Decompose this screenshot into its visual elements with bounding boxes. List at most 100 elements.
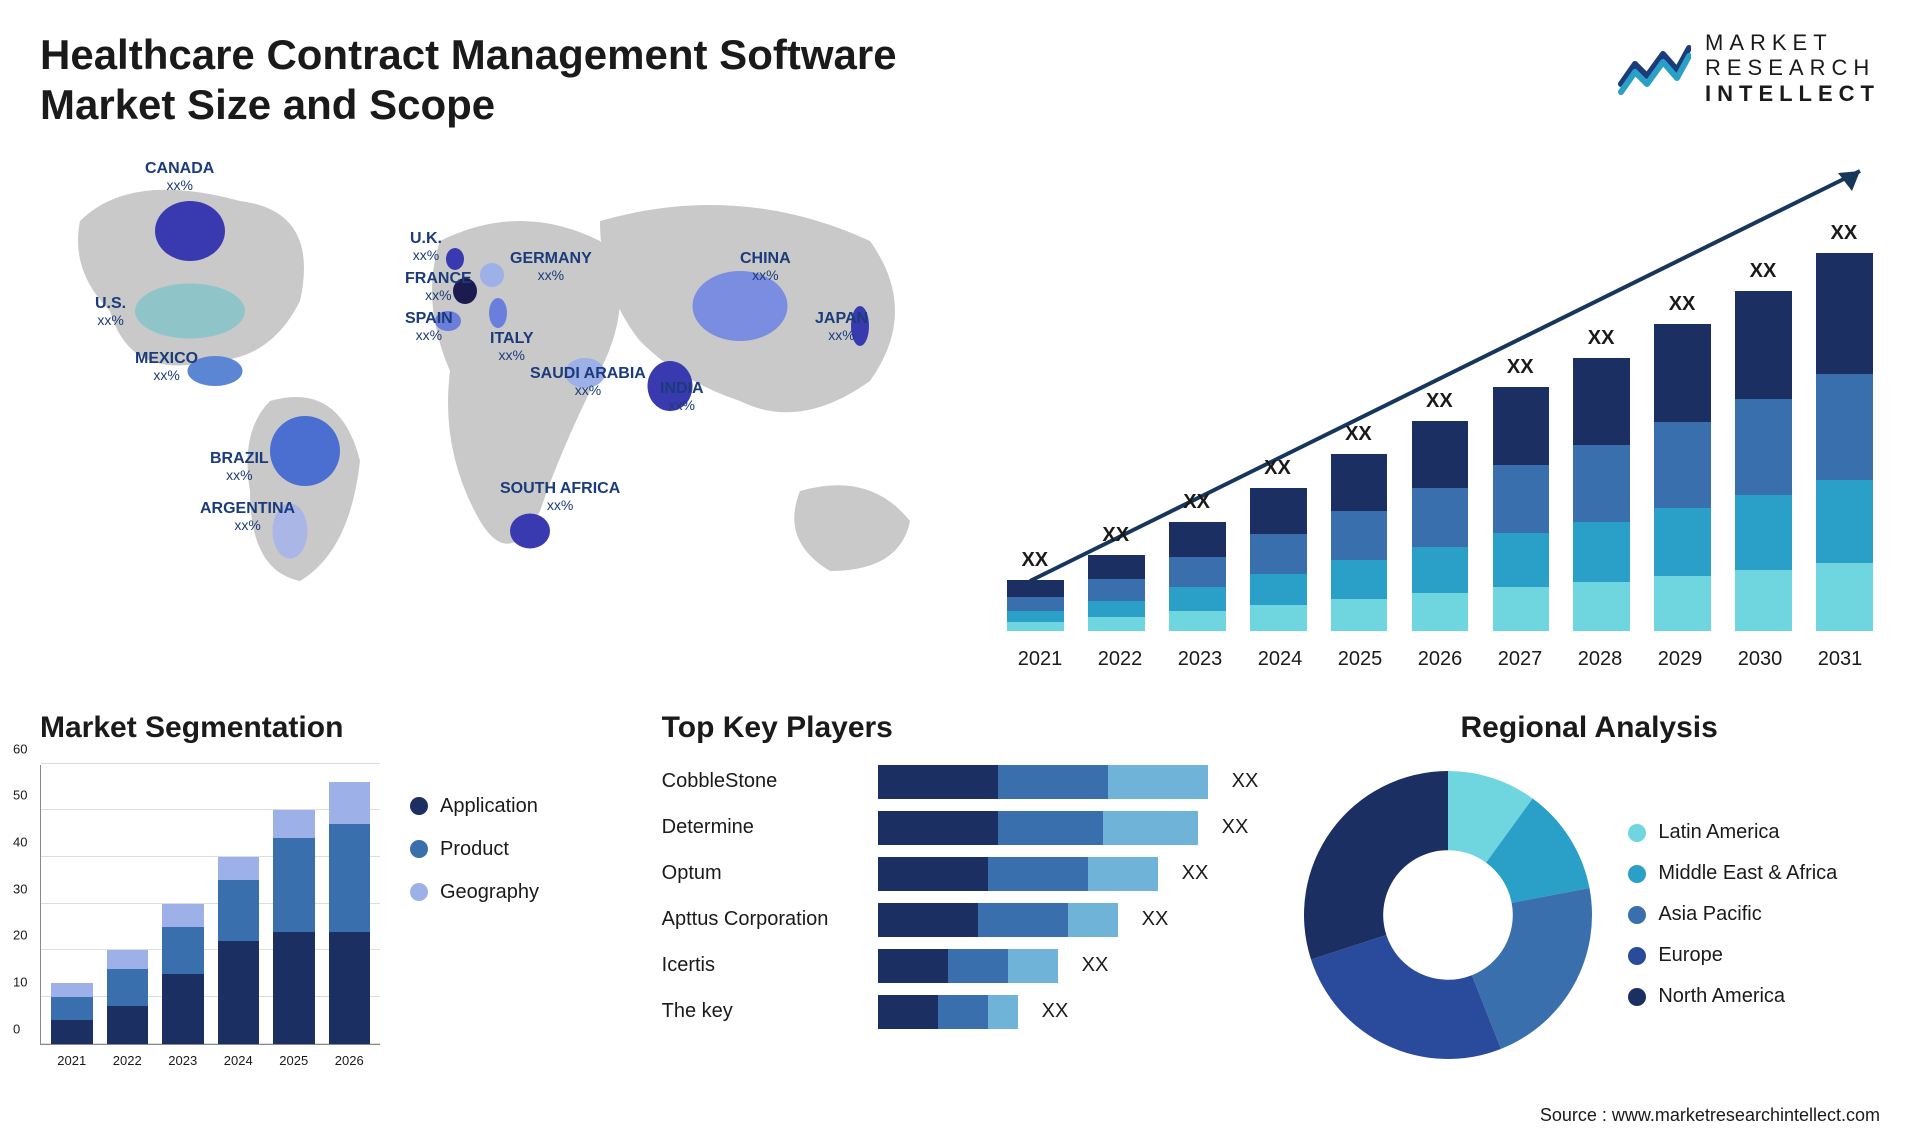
legend-swatch-icon — [410, 840, 428, 858]
forecast-bar-segment — [1331, 511, 1388, 560]
forecast-bar-value: XX — [1183, 491, 1210, 514]
map-label-u-k-: U.K.xx% — [410, 231, 442, 262]
segmentation-legend-item: Product — [410, 838, 539, 861]
segmentation-bar-segment — [162, 927, 204, 974]
donut-slice — [1311, 935, 1501, 1059]
legend-label: Latin America — [1658, 821, 1779, 844]
forecast-x-label: 2022 — [1080, 648, 1160, 671]
key-player-bar-segment — [878, 857, 988, 891]
regional-title: Regional Analysis — [1298, 711, 1880, 745]
world-map: CANADAxx%U.S.xx%MEXICOxx%BRAZILxx%ARGENT… — [40, 151, 960, 671]
key-player-name: Determine — [662, 816, 862, 839]
forecast-x-label: 2031 — [1800, 648, 1880, 671]
regional-donut-chart — [1298, 765, 1598, 1065]
key-player-name: Icertis — [662, 954, 862, 977]
regional-legend: Latin America Middle East & Africa Asia Pa… — [1628, 821, 1837, 1008]
map-label-france: FRANCExx% — [405, 271, 472, 302]
segmentation-y-tick: 0 — [13, 1021, 20, 1036]
regional-legend-item: Latin America — [1628, 821, 1837, 844]
logo-mark-icon — [1617, 40, 1691, 96]
key-player-row: Apttus CorporationXX — [662, 903, 1259, 937]
forecast-bar-segment — [1573, 445, 1630, 521]
forecast-x-label: 2026 — [1400, 648, 1480, 671]
map-label-canada: CANADAxx% — [145, 161, 214, 192]
forecast-bar-segment — [1816, 253, 1873, 374]
key-player-bar-segment — [878, 995, 938, 1029]
key-player-bar-segment — [988, 995, 1018, 1029]
forecast-bar-segment — [1169, 522, 1226, 557]
legend-swatch-icon — [410, 883, 428, 901]
forecast-bar-segment — [1573, 358, 1630, 445]
forecast-bar-segment — [1250, 534, 1307, 574]
key-player-bar-segment — [998, 765, 1108, 799]
key-players-panel: Top Key Players CobbleStoneXXDetermineXX… — [662, 711, 1259, 1065]
key-player-row: IcertisXX — [662, 949, 1259, 983]
key-player-row: DetermineXX — [662, 811, 1259, 845]
forecast-bar-segment — [1250, 488, 1307, 534]
forecast-bar-segment — [1735, 495, 1792, 570]
key-player-value: XX — [1142, 908, 1169, 931]
key-player-bar — [878, 995, 1018, 1029]
forecast-bar-segment — [1573, 582, 1630, 631]
segmentation-y-tick: 40 — [13, 835, 27, 850]
map-label-saudi-arabia: SAUDI ARABIAxx% — [530, 366, 646, 397]
forecast-bar-segment — [1493, 387, 1550, 465]
forecast-x-label: 2025 — [1320, 648, 1400, 671]
forecast-bar-chart: 2021202220232024202520262027202820292030… — [1000, 151, 1880, 671]
segmentation-bar-segment — [273, 932, 315, 1044]
key-player-bar — [878, 765, 1208, 799]
forecast-bar-segment — [1088, 555, 1145, 579]
segmentation-x-label: 2024 — [218, 1053, 260, 1068]
segmentation-bar-segment — [218, 857, 260, 880]
segmentation-x-label: 2022 — [107, 1053, 149, 1068]
forecast-bar-value: XX — [1102, 524, 1129, 547]
map-label-italy: ITALYxx% — [490, 331, 534, 362]
key-player-bar-segment — [878, 765, 998, 799]
legend-swatch-icon — [1628, 988, 1646, 1006]
forecast-bar-segment — [1493, 533, 1550, 587]
segmentation-bar-segment — [107, 969, 149, 1006]
segmentation-x-label: 2026 — [329, 1053, 371, 1068]
legend-label: Middle East & Africa — [1658, 862, 1837, 885]
segmentation-panel: Market Segmentation 01020304050602021202… — [40, 711, 622, 1065]
map-label-brazil: BRAZILxx% — [210, 451, 269, 482]
segmentation-bar-segment — [51, 997, 93, 1020]
key-player-bar-segment — [878, 903, 978, 937]
key-player-bar-segment — [988, 857, 1088, 891]
key-player-row: The keyXX — [662, 995, 1259, 1029]
legend-label: Application — [440, 795, 538, 818]
segmentation-y-tick: 10 — [13, 975, 27, 990]
forecast-bar-segment — [1412, 488, 1469, 547]
forecast-bar-segment — [1169, 611, 1226, 631]
forecast-x-label: 2029 — [1640, 648, 1720, 671]
key-player-bar-segment — [998, 811, 1103, 845]
forecast-bar-value: XX — [1426, 390, 1453, 413]
key-player-name: CobbleStone — [662, 770, 862, 793]
segmentation-x-label: 2021 — [51, 1053, 93, 1068]
segmentation-x-label: 2025 — [273, 1053, 315, 1068]
logo-line1: MARKET — [1705, 30, 1880, 55]
key-player-bar-segment — [1088, 857, 1158, 891]
segmentation-chart: 0102030405060202120222023202420252026 — [40, 765, 380, 1045]
segmentation-bar-segment — [329, 824, 371, 931]
forecast-bar-value: XX — [1831, 222, 1858, 245]
map-label-south-africa: SOUTH AFRICAxx% — [500, 481, 620, 512]
forecast-bar-segment — [1088, 601, 1145, 618]
forecast-bar-segment — [1816, 563, 1873, 631]
key-player-bar — [878, 857, 1158, 891]
forecast-x-label: 2027 — [1480, 648, 1560, 671]
regional-legend-item: Asia Pacific — [1628, 903, 1837, 926]
segmentation-bar-segment — [329, 932, 371, 1044]
segmentation-y-tick: 50 — [13, 788, 27, 803]
key-player-bar-segment — [878, 811, 998, 845]
map-label-japan: JAPANxx% — [815, 311, 868, 342]
forecast-bar-value: XX — [1264, 457, 1291, 480]
key-player-bar — [878, 949, 1058, 983]
key-player-name: The key — [662, 1000, 862, 1023]
forecast-bar-segment — [1088, 579, 1145, 600]
forecast-bar-segment — [1331, 454, 1388, 510]
forecast-bar-segment — [1250, 605, 1307, 631]
map-label-china: CHINAxx% — [740, 251, 791, 282]
segmentation-y-tick: 20 — [13, 928, 27, 943]
map-label-u-s-: U.S.xx% — [95, 296, 126, 327]
